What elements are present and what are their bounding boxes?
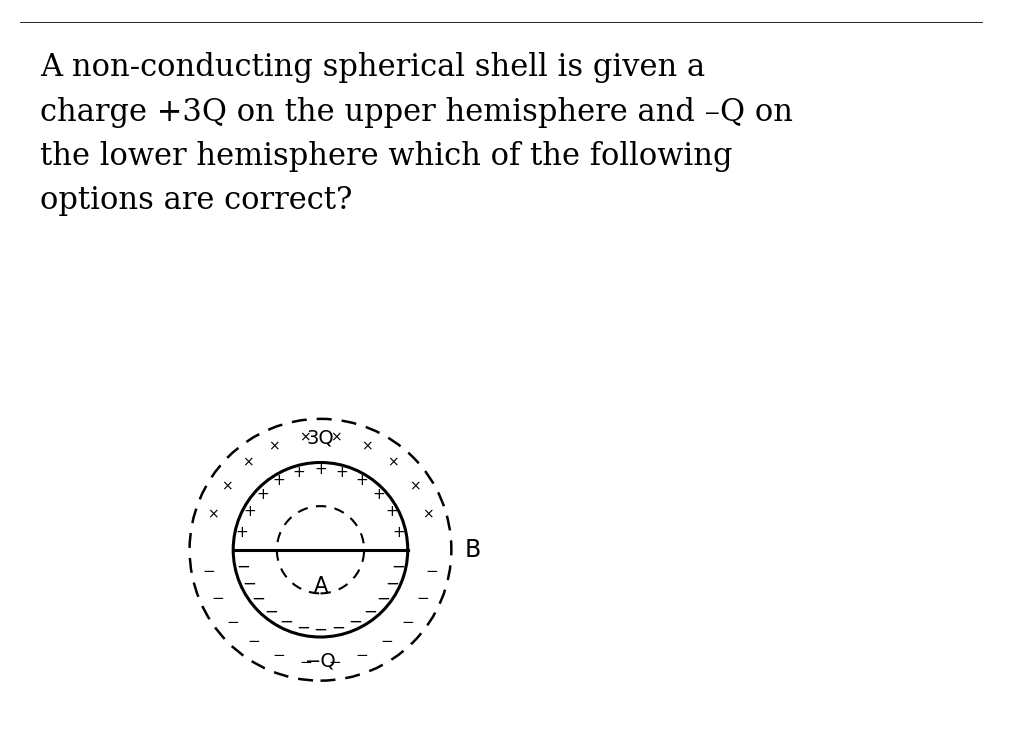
Text: −: − bbox=[203, 564, 215, 578]
Text: ×: × bbox=[220, 479, 232, 493]
Text: −: − bbox=[364, 603, 377, 621]
Text: 3Q: 3Q bbox=[306, 429, 335, 448]
Text: A non-conducting spherical shell is given a
charge +3Q on the upper hemisphere a: A non-conducting spherical shell is give… bbox=[40, 53, 793, 216]
Text: −: − bbox=[211, 591, 224, 605]
Text: −: − bbox=[417, 591, 429, 605]
Text: −: − bbox=[242, 575, 256, 593]
Text: +: + bbox=[392, 525, 406, 539]
Text: ×: × bbox=[387, 456, 399, 470]
Text: +: + bbox=[272, 474, 286, 488]
Text: +: + bbox=[236, 525, 249, 539]
Text: +: + bbox=[336, 465, 348, 480]
Text: −: − bbox=[401, 614, 415, 630]
Text: −: − bbox=[329, 655, 341, 670]
Text: −: − bbox=[296, 618, 309, 636]
Text: ×: × bbox=[242, 456, 253, 470]
Text: +: + bbox=[244, 504, 256, 520]
Text: ×: × bbox=[423, 508, 434, 522]
Text: −: − bbox=[313, 620, 328, 638]
Text: −: − bbox=[331, 618, 345, 636]
Text: +: + bbox=[385, 504, 397, 520]
Text: −: − bbox=[348, 612, 361, 630]
Text: −: − bbox=[237, 558, 250, 576]
Text: B: B bbox=[465, 538, 480, 561]
Text: −: − bbox=[251, 590, 265, 608]
Text: −Q: −Q bbox=[304, 652, 336, 671]
Text: −: − bbox=[426, 564, 438, 578]
Text: +: + bbox=[293, 465, 305, 480]
Text: −: − bbox=[385, 575, 399, 593]
Text: −: − bbox=[264, 603, 278, 621]
Text: A: A bbox=[313, 576, 328, 597]
Text: ×: × bbox=[360, 439, 373, 453]
Text: ×: × bbox=[207, 508, 218, 522]
Text: ×: × bbox=[299, 430, 310, 444]
Text: ×: × bbox=[268, 439, 281, 453]
Text: +: + bbox=[256, 487, 268, 502]
Text: −: − bbox=[226, 614, 240, 630]
Text: +: + bbox=[314, 462, 327, 477]
Text: −: − bbox=[272, 648, 285, 663]
Text: ×: × bbox=[331, 430, 342, 444]
Text: −: − bbox=[381, 634, 393, 649]
Text: +: + bbox=[373, 487, 385, 502]
Text: −: − bbox=[391, 558, 404, 576]
Text: +: + bbox=[355, 474, 369, 488]
Text: −: − bbox=[300, 655, 312, 670]
Text: −: − bbox=[356, 648, 369, 663]
Text: −: − bbox=[248, 634, 260, 649]
Text: −: − bbox=[376, 590, 390, 608]
Text: −: − bbox=[279, 612, 293, 630]
Text: ×: × bbox=[409, 479, 420, 493]
